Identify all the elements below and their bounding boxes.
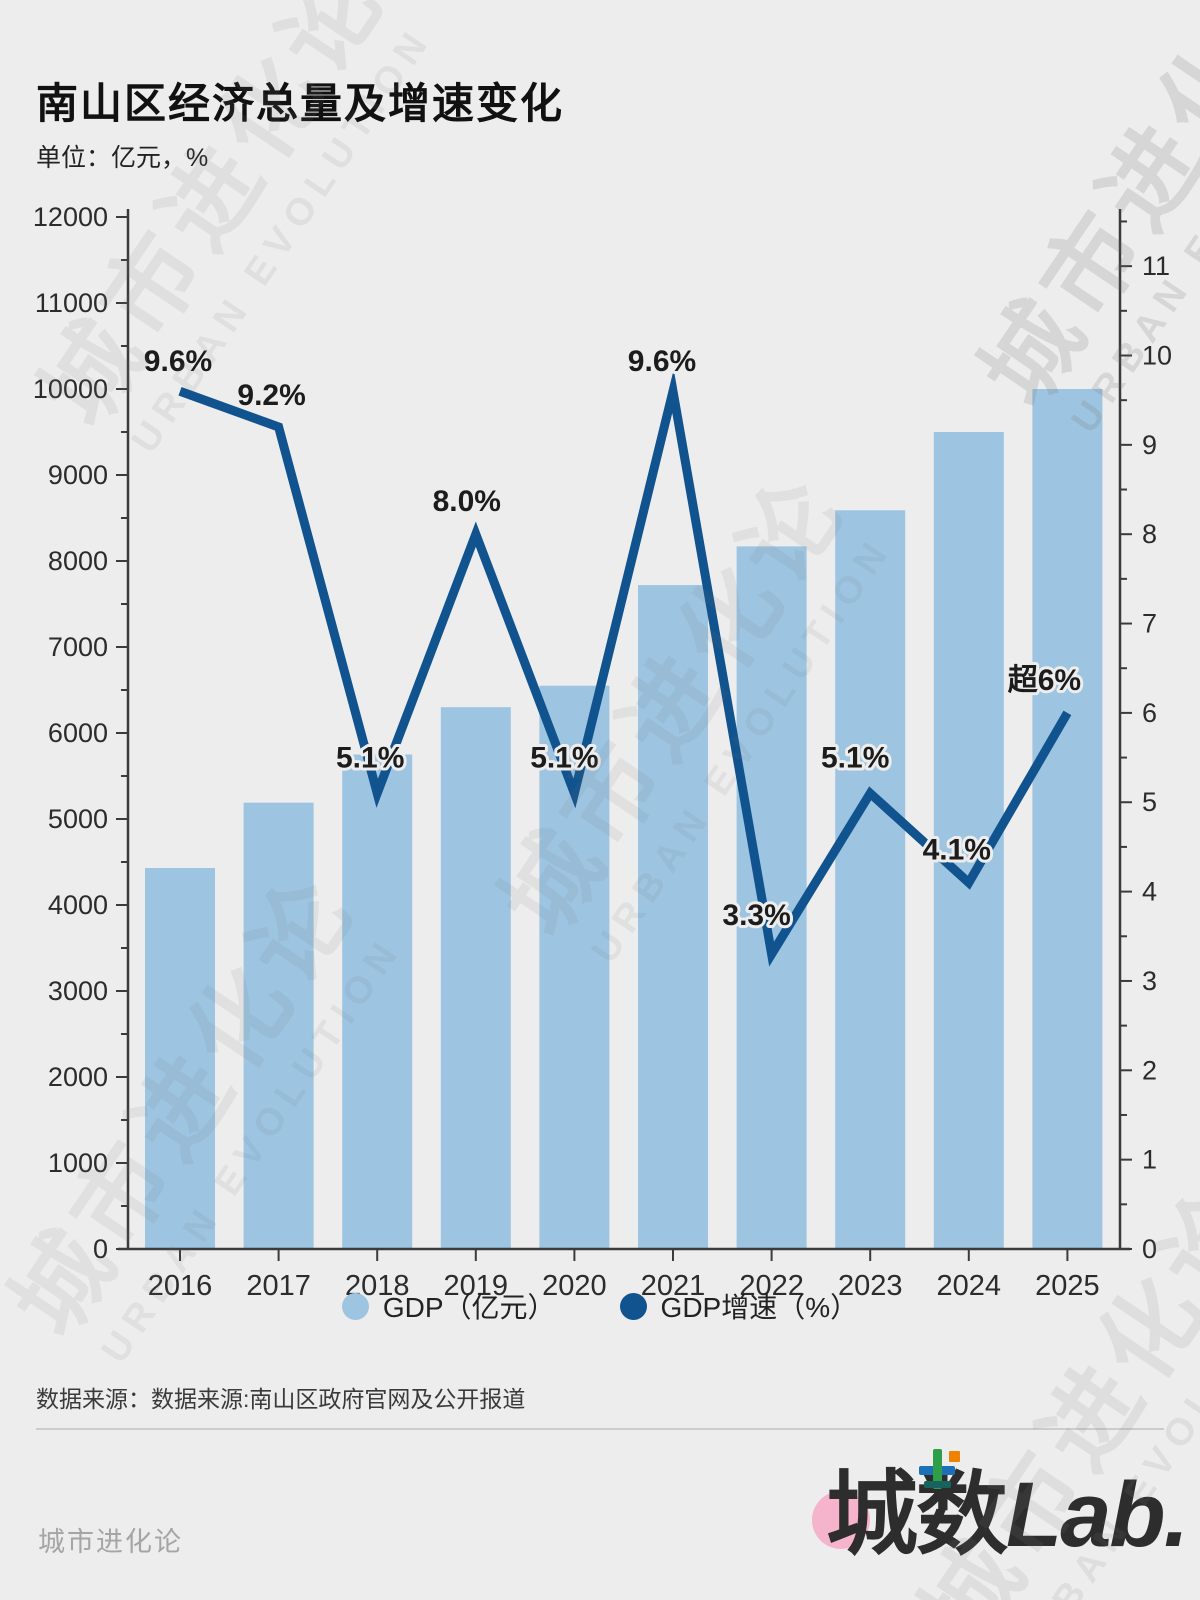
footer-divider <box>36 1428 1164 1430</box>
gdp-legend-label: GDP（亿元） <box>382 1292 556 1323</box>
legend-item-gdp: GDP（亿元） <box>341 1286 556 1326</box>
gdp-combo-chart: 0100020003000400050006000700080009000100… <box>33 202 1172 1302</box>
legend: GDP（亿元） GDP增速（%） <box>0 1286 1200 1326</box>
growth-label-2022: 3.3% <box>722 899 790 932</box>
right-axis-label-5: 5 <box>1142 787 1157 817</box>
right-axis-label-9: 9 <box>1142 430 1157 460</box>
x-axis-label-2020: 2020 <box>542 1270 607 1302</box>
growth-label-2023: 5.1% <box>821 741 889 774</box>
bar-2021 <box>638 585 708 1249</box>
x-axis-label-2025: 2025 <box>1035 1270 1100 1302</box>
brand-name: 城市进化论 <box>38 1527 183 1557</box>
logo-bars-icon <box>919 1449 960 1489</box>
x-axis-label-2022: 2022 <box>739 1270 804 1302</box>
bar-2023 <box>835 510 906 1249</box>
right-axis-label-2: 2 <box>1142 1055 1157 1085</box>
right-axis-label-4: 4 <box>1142 877 1157 907</box>
page-title: 南山区经济总量及增速变化 <box>36 80 565 128</box>
axis-ticks <box>116 216 1132 1261</box>
logo-cn-text: 城数 <box>826 1464 1008 1566</box>
right-axis-label-8: 8 <box>1142 519 1157 549</box>
growth-legend-label: GDP增速（%） <box>660 1292 859 1323</box>
left-axis-label-5000: 5000 <box>48 804 108 834</box>
left-axis-label-8000: 8000 <box>48 546 108 576</box>
legend-item-growth: GDP增速（%） <box>619 1286 859 1326</box>
growth-point-labels: 9.6% 9.2% 5.1% 8.0% 5.1% 9.6% 3.3% 5.1% 4.1% 超6% <box>141 342 1084 935</box>
right-axis-label-1: 1 <box>1142 1145 1157 1175</box>
x-axis-label-2017: 2017 <box>246 1270 311 1302</box>
left-axis-label-0: 0 <box>93 1234 108 1264</box>
growth-label-2024: 4.1% <box>923 834 991 867</box>
left-axis-label-11000: 11000 <box>35 288 108 318</box>
left-axis-label-7000: 7000 <box>48 632 108 662</box>
right-axis-label-6: 6 <box>1142 698 1157 728</box>
left-axis-label-12000: 12000 <box>33 202 108 232</box>
bar-2017 <box>243 802 314 1249</box>
growth-label-2017: 9.2% <box>237 379 305 412</box>
gdp-bars <box>145 389 1103 1249</box>
growth-label-2025: 超6% <box>1008 664 1081 697</box>
right-axis-label-3: 3 <box>1142 966 1157 996</box>
unit-note: 单位：亿元，% <box>36 144 209 172</box>
growth-label-2019: 8.0% <box>433 485 501 518</box>
growth-legend-dot <box>619 1292 647 1320</box>
chengshu-lab-logo: 城数Lab. <box>826 1440 1189 1573</box>
left-axis-label-1000: 1000 <box>48 1148 108 1178</box>
right-axis-label-11: 11 <box>1142 251 1170 281</box>
x-axis-label-2019: 2019 <box>444 1270 509 1302</box>
left-axis-label-4000: 4000 <box>48 890 108 920</box>
left-axis-label-3000: 3000 <box>48 976 108 1006</box>
right-axis-label-0: 0 <box>1142 1234 1157 1264</box>
bar-2016 <box>145 868 215 1249</box>
left-axis-label-9000: 9000 <box>48 460 108 490</box>
growth-label-2021: 9.6% <box>628 345 696 378</box>
right-axis-label-10: 10 <box>1142 340 1172 370</box>
axis-labels: 0100020003000400050006000700080009000100… <box>33 202 1172 1302</box>
bar-2025 <box>1032 389 1103 1249</box>
left-axis-label-6000: 6000 <box>48 718 108 748</box>
x-axis-label-2021: 2021 <box>641 1270 706 1302</box>
x-axis-label-2024: 2024 <box>937 1270 1002 1302</box>
growth-line <box>178 369 1072 967</box>
data-source: 数据来源：数据来源:南山区政府官网及公开报道 <box>36 1386 526 1412</box>
left-axis-label-2000: 2000 <box>48 1062 108 1092</box>
growth-label-2020: 5.1% <box>530 741 598 774</box>
x-axis-label-2023: 2023 <box>838 1270 903 1302</box>
logo-latin-text: Lab. <box>1006 1464 1189 1566</box>
x-axis-label-2016: 2016 <box>148 1270 213 1302</box>
growth-label-2018: 5.1% <box>336 741 404 774</box>
bar-2022 <box>736 546 807 1249</box>
axes <box>118 209 1130 1251</box>
right-axis-label-7: 7 <box>1142 609 1157 639</box>
gdp-legend-dot <box>341 1292 369 1320</box>
bar-2019 <box>440 707 511 1249</box>
left-axis-label-10000: 10000 <box>33 374 108 404</box>
logo-pink-circle <box>812 1491 870 1549</box>
growth-label-2016: 9.6% <box>144 345 212 378</box>
bar-2018 <box>342 754 413 1249</box>
